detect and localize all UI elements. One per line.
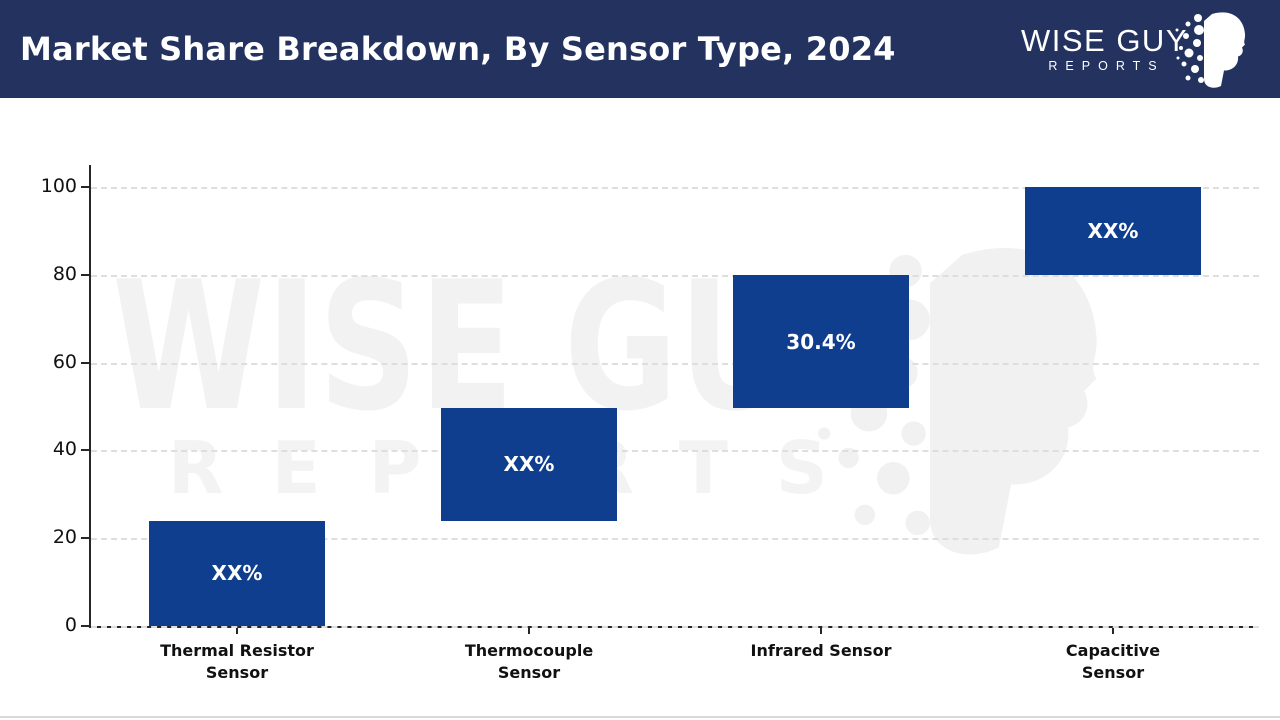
gridline (91, 187, 1259, 189)
x-axis-tick (820, 628, 822, 634)
x-axis-category-label: Infrared Sensor (750, 641, 892, 660)
bar-value-label: 30.4% (786, 329, 856, 354)
gridline (91, 274, 1259, 277)
gridline (91, 450, 1259, 453)
y-axis-tick-label: 0 (64, 613, 77, 636)
x-axis-category-label: Capacitive Sensor (1065, 641, 1161, 682)
bar-value-label: XX% (211, 561, 263, 586)
x-axis-tick (1112, 628, 1114, 634)
header-bar: Market Share Breakdown, By Sensor Type, … (0, 0, 1280, 98)
y-axis-tick (81, 625, 89, 627)
y-axis-tick (81, 537, 89, 540)
bar-segment: XX% (1025, 187, 1201, 275)
logo-face-icon (1175, 12, 1246, 88)
gridline (91, 538, 1259, 541)
y-axis-tick (81, 186, 89, 188)
gridline (91, 362, 1259, 365)
x-axis-tick (236, 628, 238, 634)
y-axis-tick-label: 100 (40, 174, 77, 197)
bar-value-label: XX% (503, 452, 555, 477)
chart-title: Market Share Breakdown, By Sensor Type, … (20, 30, 896, 68)
plot-area: 0 20 40 60 80 100 XX% Thermal Resistor Sensor XX… (41, 165, 1259, 682)
y-axis-tick-label: 60 (52, 350, 77, 373)
bar-segment: XX% (441, 408, 617, 521)
x-axis-category-label: Thermal Resistor Sensor (160, 641, 314, 682)
bar-value-label: XX% (1087, 218, 1139, 243)
bottom-divider (0, 716, 1280, 718)
y-axis-tick-label: 20 (52, 526, 77, 549)
y-axis-tick (81, 449, 89, 452)
x-axis-category-label: Thermocouple Sensor (464, 641, 594, 682)
x-axis-tick (528, 628, 530, 634)
y-axis-tick-label: 40 (52, 438, 77, 461)
gridline (91, 626, 1259, 628)
bar-segment: XX% (149, 520, 325, 626)
y-axis-tick (81, 273, 89, 276)
y-axis-tick-label: 80 (52, 262, 77, 285)
brand-logo: WISE GUY REPORTS (1021, 6, 1270, 92)
bar-segment: 30.4% (733, 274, 909, 409)
y-axis-tick (81, 361, 89, 364)
logo-wordmark: WISE GUY (1020, 23, 1188, 59)
logo-subtitle: REPORTS (1048, 59, 1165, 74)
